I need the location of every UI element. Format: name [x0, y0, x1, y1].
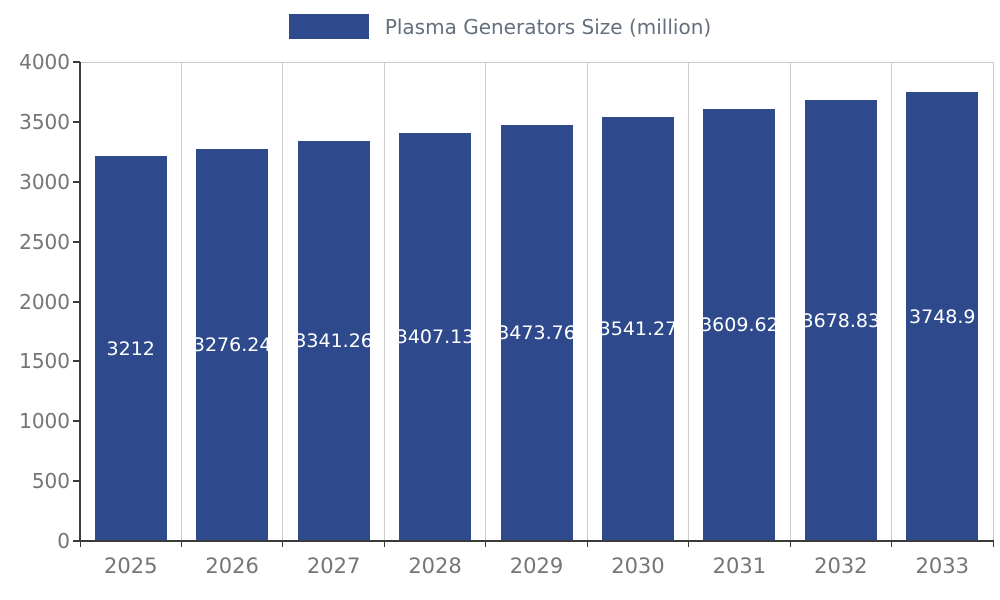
gridline	[383, 62, 385, 541]
x-tick-mark	[789, 541, 791, 547]
y-tick-mark	[73, 480, 80, 483]
y-tick-mark	[73, 240, 80, 243]
x-tick-mark	[992, 541, 994, 547]
x-tick-mark	[79, 541, 81, 547]
x-tick-label: 2025	[103, 554, 158, 578]
y-tick-mark	[73, 300, 80, 303]
gridline	[789, 62, 791, 541]
y-tick-mark	[73, 180, 80, 183]
bar	[399, 133, 472, 541]
bar-value-label: 3748.9	[909, 305, 976, 328]
x-tick-label: 2029	[509, 554, 564, 578]
x-tick-mark	[383, 541, 385, 547]
bar-value-label: 3341.26	[294, 329, 373, 352]
x-tick-label: 2031	[712, 554, 767, 578]
y-tick-mark	[73, 61, 80, 63]
y-tick-mark	[73, 420, 80, 423]
y-tick-label: 3500	[19, 109, 70, 134]
bar	[196, 148, 269, 541]
gridline	[80, 62, 993, 63]
bar	[500, 125, 573, 541]
y-tick-label: 3000	[19, 169, 70, 194]
x-tick-label: 2028	[408, 554, 462, 578]
x-tick-mark	[180, 541, 182, 547]
x-tick-mark	[688, 541, 690, 547]
y-tick-label: 4000	[19, 50, 70, 74]
bar-value-label: 3407.13	[395, 325, 475, 348]
x-tick-label: 2027	[306, 554, 361, 578]
bar-value-label: 3276.24	[192, 333, 272, 356]
plot-area: 3212 3276.24 3341.26 3407.13 3473.76 3541.27 3…	[79, 62, 994, 542]
x-tick-mark	[891, 541, 893, 547]
bar-value-label: 3212	[106, 337, 155, 360]
gridline	[586, 62, 588, 541]
y-tick-label: 500	[31, 469, 70, 494]
x-tick-mark	[282, 541, 284, 547]
x-tick-label: 2026	[205, 554, 259, 578]
y-tick-label: 1500	[19, 349, 70, 374]
bar	[906, 92, 979, 541]
gridline	[282, 62, 284, 541]
bar-value-label: 3541.27	[598, 317, 678, 340]
y-tick-mark	[73, 360, 80, 363]
bar	[601, 116, 674, 541]
y-tick-label: 2000	[19, 289, 70, 314]
legend[interactable]: Plasma Generators Size (million)	[0, 14, 1000, 39]
y-tick-label: 1000	[19, 409, 70, 434]
y-tick-mark	[73, 540, 80, 542]
x-tick-mark	[586, 541, 588, 547]
gridline	[180, 62, 182, 541]
bar	[804, 100, 877, 541]
x-tick-label: 2030	[611, 554, 665, 578]
bar-value-label: 3678.83	[801, 309, 881, 332]
bar	[94, 156, 167, 541]
y-axis-line	[79, 62, 81, 541]
gridline	[891, 62, 893, 541]
y-tick-mark	[73, 120, 80, 123]
x-tick-label: 2033	[915, 554, 969, 578]
gridline	[688, 62, 690, 541]
bar	[703, 108, 776, 541]
x-axis-line	[79, 540, 994, 542]
y-tick-label: 0	[57, 529, 70, 553]
x-tick-label: 2032	[814, 554, 868, 578]
gridline	[485, 62, 487, 541]
x-tick-mark	[485, 541, 487, 547]
legend-swatch[interactable]	[288, 14, 369, 39]
bar-value-label: 3473.76	[497, 322, 576, 344]
legend-label[interactable]: Plasma Generators Size (million)	[384, 14, 712, 39]
bar	[297, 140, 370, 541]
y-tick-label: 2500	[19, 229, 70, 254]
gridline	[992, 62, 994, 541]
bar-value-label: 3609.62	[700, 313, 779, 336]
